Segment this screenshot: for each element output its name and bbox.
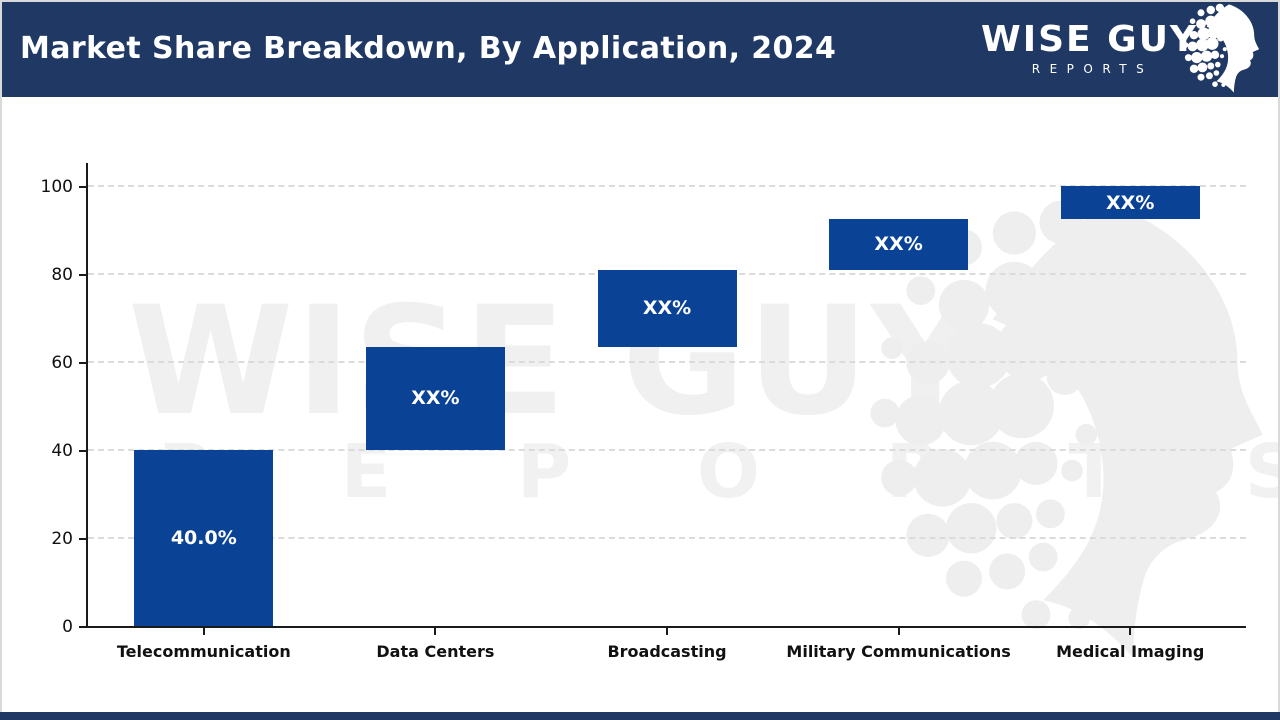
gridline-40 — [88, 449, 1246, 451]
y-tickmark-60 — [79, 362, 86, 364]
x-tickmark-1 — [434, 628, 437, 635]
y-tickmark-0 — [79, 626, 86, 628]
bar-value-label-2: XX% — [642, 297, 692, 320]
logo-wordmark: WISE GUY — [980, 19, 1198, 60]
x-category-label-3: Military Communications — [786, 642, 1011, 661]
logo-text: WISE GUY REPORTS — [980, 19, 1198, 76]
x-category-label-2: Broadcasting — [607, 642, 727, 661]
x-tickmark-4 — [1129, 628, 1132, 635]
gridline-60 — [88, 361, 1246, 363]
header-bar: Market Share Breakdown, By Application, … — [0, 0, 1280, 97]
bar-0 — [134, 450, 274, 626]
x-category-label-4: Medical Imaging — [1056, 642, 1205, 661]
y-axis-line — [86, 163, 88, 628]
bar-value-label-1: XX% — [411, 387, 460, 410]
y-tickmark-20 — [79, 538, 86, 540]
bar-value-label-0: 40.0% — [170, 527, 237, 549]
x-tickmark-3 — [897, 628, 900, 635]
y-tick-label-60: 60 — [51, 353, 73, 373]
gridline-20 — [88, 537, 1246, 539]
watermark-subtext: R E P O R T S — [158, 429, 1280, 515]
y-tick-label-20: 20 — [51, 529, 73, 549]
x-tickmark-0 — [202, 628, 205, 635]
y-tick-label-100: 100 — [40, 177, 73, 197]
logo-subtext: REPORTS — [1031, 62, 1154, 76]
bar-2 — [597, 269, 737, 347]
bar-4 — [1060, 186, 1200, 219]
y-tickmark-40 — [79, 450, 86, 452]
x-category-label-1: Data Centers — [376, 642, 495, 661]
gridline-100 — [88, 185, 1246, 187]
bar-3 — [829, 219, 969, 270]
page-title: Market Share Breakdown, By Application, … — [20, 31, 837, 66]
x-category-label-0: Telecommunication — [116, 642, 291, 661]
y-tickmark-100 — [79, 186, 86, 188]
y-tick-label-0: 0 — [62, 617, 73, 637]
y-tickmark-80 — [79, 274, 86, 276]
bar-value-label-3: XX% — [874, 233, 923, 256]
footer-bar — [0, 712, 1280, 720]
chart-area: WISE GUY R E P O R T S 0 20 40 60 80 100 40.0%… — [0, 97, 1280, 712]
bar-1 — [365, 346, 505, 450]
logo-head-icon — [1180, 3, 1264, 94]
y-tick-label-80: 80 — [51, 265, 73, 285]
x-tickmark-2 — [666, 628, 668, 635]
wise-guy-logo: WISE GUY REPORTS — [981, 3, 1264, 94]
y-tick-label-40: 40 — [51, 441, 73, 461]
x-axis-line — [86, 626, 1246, 628]
bar-value-label-4: XX% — [1106, 191, 1155, 214]
